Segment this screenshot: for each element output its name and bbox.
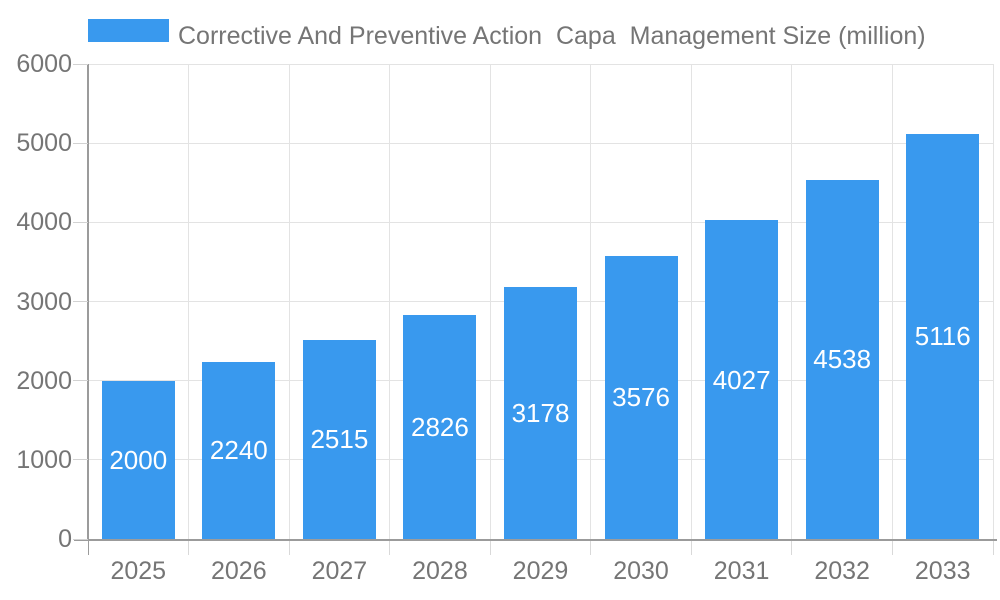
y-axis-tick-label: 3000 (16, 287, 72, 316)
x-axis-tick (188, 541, 190, 555)
bar-value-label: 4027 (712, 364, 771, 395)
horizontal-gridline (88, 142, 993, 144)
x-axis-tick (690, 541, 692, 555)
y-axis-tick-label: 4000 (16, 208, 72, 237)
bar: 3178 (504, 287, 577, 539)
x-axis-tick-label: 2033 (914, 557, 971, 585)
bar: 2000 (101, 380, 175, 539)
x-axis-tick-label: 2030 (613, 557, 669, 585)
x-axis-tick-label: 2026 (211, 557, 267, 585)
x-axis-tick-label: 2025 (110, 557, 167, 585)
x-axis-tick-label: 2031 (713, 557, 770, 585)
bar-value-label: 4538 (813, 344, 872, 375)
bar: 2515 (302, 339, 376, 539)
legend-label: Corrective And Preventive Action Capa Ma… (178, 22, 926, 50)
x-axis-tick (87, 541, 89, 555)
y-axis-line (87, 64, 89, 541)
y-axis-tick (73, 301, 88, 302)
y-axis-tick (73, 538, 88, 540)
bar-value-label: 5116 (914, 321, 971, 352)
y-axis-tick-label: 6000 (16, 50, 72, 78)
y-axis-tick-label: 2000 (16, 366, 72, 395)
horizontal-gridline (88, 63, 993, 65)
bar-value-label: 2515 (310, 424, 369, 455)
x-axis-tick-label: 2028 (412, 557, 468, 585)
y-axis-tick-label: 0 (58, 525, 72, 553)
y-axis-tick (73, 142, 88, 144)
bar-value-label: 3178 (511, 398, 570, 429)
bar: 2826 (403, 315, 477, 539)
bar: 4538 (805, 179, 879, 539)
y-axis-tick (73, 459, 88, 461)
bar: 5116 (906, 133, 980, 539)
y-axis-tick-label: 1000 (16, 445, 72, 474)
y-axis-tick (73, 63, 88, 65)
bar-value-label: 2000 (109, 444, 168, 475)
x-axis-tick-label: 2027 (311, 557, 368, 585)
y-axis-tick (73, 221, 88, 223)
bar-value-label: 3576 (612, 382, 670, 413)
plot-area: 2000 2240 2515 2826 3178 3576 4027 4538 5116 (87, 63, 994, 539)
bar-value-label: 2240 (209, 435, 268, 466)
bar: 3576 (604, 255, 678, 539)
x-axis-tick-label: 2032 (814, 557, 870, 585)
bar-value-label: 2826 (411, 412, 469, 443)
x-axis-tick (389, 541, 391, 555)
x-axis-tick (992, 541, 994, 555)
legend-swatch (88, 19, 169, 42)
x-axis-tick (590, 541, 592, 555)
x-axis-line (74, 539, 997, 541)
x-axis-tick (791, 541, 793, 555)
x-axis-tick (288, 541, 290, 555)
vertical-gridline (992, 64, 994, 539)
x-axis-tick-label: 2029 (512, 557, 569, 585)
bar: 4027 (705, 220, 779, 539)
y-axis-tick-label: 5000 (16, 129, 72, 158)
horizontal-gridline (88, 221, 993, 223)
bar: 2240 (202, 361, 276, 539)
x-axis-tick (489, 541, 491, 555)
y-axis-tick (73, 380, 88, 382)
x-axis-tick (891, 541, 893, 555)
